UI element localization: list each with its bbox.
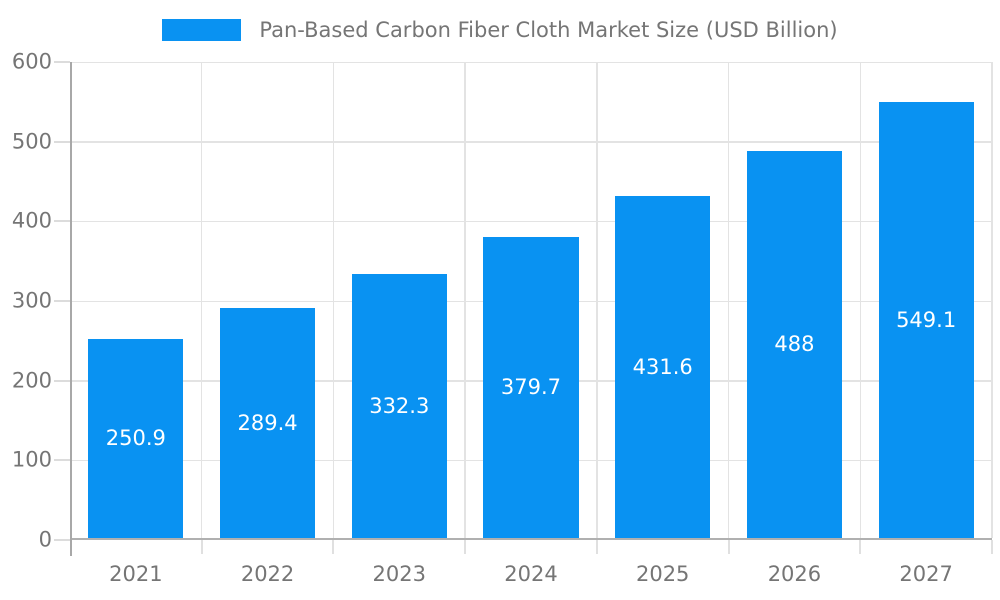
- x-axis-label-2024: 2024: [504, 562, 558, 586]
- legend-item[interactable]: Pan-Based Carbon Fiber Cloth Market Size…: [162, 18, 838, 42]
- y-axis-label-600: 600: [11, 49, 52, 74]
- gridline-y-600: [72, 61, 992, 63]
- y-axis-label-400: 400: [11, 208, 52, 233]
- bar-2027[interactable]: 549.1: [878, 102, 974, 538]
- plot-area: 0 100 200 300 400 500 600 250.9 2021 289.4 2022 332…: [12, 51, 993, 586]
- bar-slot-2025: 431.6: [597, 62, 729, 538]
- bar-value-2026: 488: [774, 332, 815, 357]
- bar-value-2021: 250.9: [105, 426, 166, 451]
- gridline-x-4: [596, 62, 598, 538]
- y-tick-200: [54, 379, 70, 382]
- bar-value-2024: 379.7: [500, 375, 562, 400]
- chart-legend: Pan-Based Carbon Fiber Cloth Market Size…: [0, 18, 1000, 42]
- bar-slot-2022: 289.4: [202, 62, 334, 538]
- bar-slot-2023: 332.3: [333, 62, 465, 538]
- y-axis-label-100: 100: [11, 447, 52, 472]
- bar-slot-2021: 250.9: [70, 62, 202, 538]
- gridline-x-7: [991, 62, 993, 538]
- bar-value-2025: 431.6: [632, 354, 693, 379]
- gridline-x-3: [464, 62, 466, 538]
- gridline-x-1: [200, 62, 203, 538]
- y-axis-label-200: 200: [11, 368, 52, 393]
- y-tick-0: [54, 539, 70, 541]
- gridline-x-6: [859, 62, 862, 538]
- x-axis-label-2021: 2021: [109, 562, 163, 586]
- bar-value-2023: 332.3: [369, 394, 430, 419]
- x-tick-7: [991, 540, 993, 554]
- bar-slot-2024: 379.7: [465, 62, 597, 538]
- x-tick-6: [859, 540, 862, 554]
- bar-value-2022: 289.4: [237, 411, 298, 436]
- y-axis-line: [70, 62, 72, 556]
- bar-slot-2027: 549.1: [860, 62, 992, 538]
- bar-slot-2026: 488: [729, 62, 861, 538]
- y-tick-300: [54, 300, 70, 302]
- gridline-y-500: [72, 141, 992, 143]
- x-tick-2: [332, 540, 335, 554]
- legend-swatch: [162, 19, 242, 41]
- x-axis-label-2023: 2023: [372, 562, 426, 586]
- x-tick-3: [464, 540, 467, 554]
- gridline-y-400: [72, 220, 992, 223]
- x-axis-label-2022: 2022: [240, 562, 295, 586]
- legend-label: Pan-Based Carbon Fiber Cloth Market Size…: [259, 18, 838, 42]
- bar-2025[interactable]: 431.6: [615, 195, 711, 538]
- x-tick-5: [727, 540, 730, 554]
- y-axis-label-500: 500: [11, 129, 52, 154]
- y-axis-label-300: 300: [11, 288, 52, 313]
- y-tick-400: [54, 220, 70, 223]
- x-tick-4: [595, 540, 598, 554]
- bar-2024[interactable]: 379.7: [483, 236, 579, 538]
- bar-2022[interactable]: 289.4: [219, 308, 316, 538]
- x-axis-label-2025: 2025: [635, 562, 690, 586]
- gridline-x-2: [332, 62, 335, 538]
- x-axis-line: [70, 538, 992, 540]
- y-tick-500: [54, 140, 70, 143]
- y-axis-label-0: 0: [38, 527, 52, 552]
- gridline-x-5: [727, 62, 730, 538]
- x-axis-label-2027: 2027: [899, 562, 953, 586]
- x-axis-label-2026: 2026: [767, 562, 822, 586]
- bar-2021[interactable]: 250.9: [88, 338, 184, 538]
- y-tick-600: [54, 61, 70, 63]
- bar-2026[interactable]: 488: [746, 150, 843, 538]
- bar-value-2027: 549.1: [896, 308, 957, 333]
- bar-2023[interactable]: 332.3: [351, 274, 447, 538]
- x-tick-1: [200, 540, 203, 554]
- y-tick-100: [54, 459, 70, 462]
